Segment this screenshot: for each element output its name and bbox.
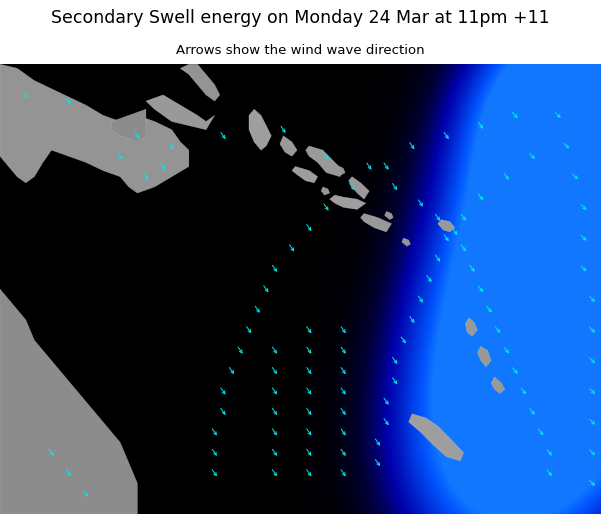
Polygon shape <box>330 195 366 209</box>
Polygon shape <box>491 377 505 393</box>
Polygon shape <box>338 167 345 175</box>
Polygon shape <box>465 318 477 336</box>
Polygon shape <box>280 136 297 156</box>
Polygon shape <box>385 211 393 219</box>
Polygon shape <box>477 346 491 367</box>
Polygon shape <box>349 177 369 199</box>
Polygon shape <box>112 109 146 142</box>
Polygon shape <box>0 289 138 514</box>
Polygon shape <box>306 146 343 177</box>
Polygon shape <box>321 187 330 195</box>
Polygon shape <box>409 414 463 461</box>
Polygon shape <box>146 95 215 130</box>
Text: Arrows show the wind wave direction: Arrows show the wind wave direction <box>176 44 425 57</box>
Polygon shape <box>402 238 410 246</box>
Text: Secondary Swell energy on Monday 24 Mar at 11pm +11: Secondary Swell energy on Monday 24 Mar … <box>51 9 550 27</box>
Polygon shape <box>292 167 318 183</box>
Polygon shape <box>361 213 391 232</box>
Polygon shape <box>0 64 189 193</box>
Polygon shape <box>249 109 271 150</box>
Polygon shape <box>180 64 220 101</box>
Polygon shape <box>438 219 455 232</box>
